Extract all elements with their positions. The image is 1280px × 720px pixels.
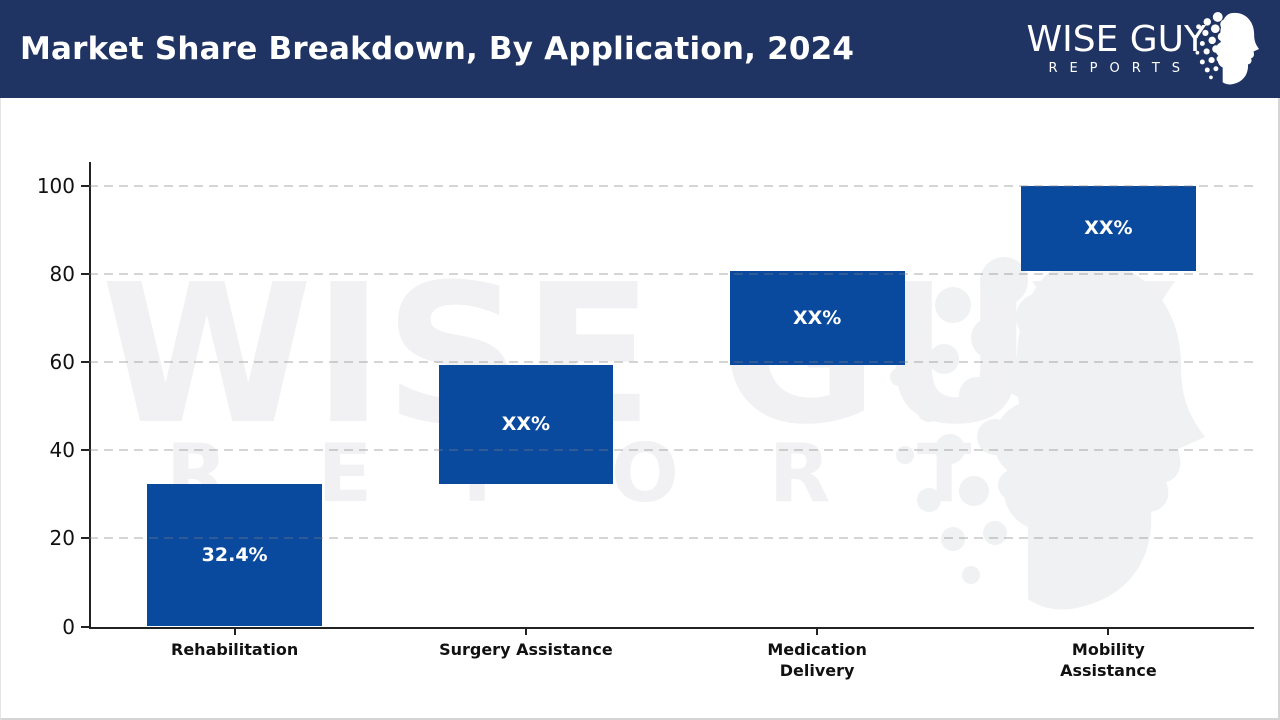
- chart-canvas: WISE GUY REPORTS 0 20 40 60 80 100 32.4% Rehabi…: [0, 98, 1280, 720]
- chart-area: 0 20 40 60 80 100 32.4% Rehabilitation XX% Surger…: [1, 98, 1278, 718]
- logo-subtext: REPORTS: [1048, 61, 1193, 76]
- x-tick-mark: [1107, 628, 1110, 635]
- x-axis-label-surgery-assistance: Surgery Assistance: [439, 640, 613, 659]
- brand-logo: WISE GUY REPORTS: [1027, 7, 1265, 91]
- gridline-20: [89, 537, 1254, 540]
- y-axis-tick-label: 40: [49, 438, 75, 463]
- gridline-40: [89, 449, 1254, 452]
- y-axis-tick-label: 80: [49, 262, 75, 287]
- x-axis-label-rehabilitation: Rehabilitation: [171, 640, 299, 659]
- logo-wordmark-block: WISE GUY REPORTS: [1026, 19, 1207, 77]
- gridline-60: [89, 361, 1254, 364]
- y-tick-mark-60: [81, 361, 89, 364]
- x-axis-line: [89, 626, 1254, 629]
- y-axis-tick-label: 20: [49, 526, 75, 551]
- x-axis-label-medication-delivery: Medication Delivery: [767, 640, 867, 680]
- bar-medication-delivery: XX%: [729, 270, 905, 365]
- page-title: Market Share Breakdown, By Application, …: [20, 31, 855, 67]
- header-bar: Market Share Breakdown, By Application, …: [0, 0, 1280, 98]
- bar-value-label: XX%: [501, 413, 551, 436]
- x-tick-mark: [816, 628, 819, 635]
- y-axis-tick-label: 100: [36, 174, 75, 198]
- logo-wordmark: WISE GUY: [1026, 19, 1207, 60]
- logo-head-icon: [1190, 7, 1264, 91]
- y-tick-mark-20: [81, 537, 89, 540]
- bar-surgery-assistance: XX%: [438, 364, 614, 484]
- bar-mobility-assistance: XX%: [1021, 186, 1196, 271]
- y-tick-mark-0: [81, 625, 89, 628]
- y-tick-mark-100: [81, 185, 89, 187]
- y-tick-mark-40: [81, 449, 89, 452]
- y-axis-tick-label: 0: [62, 614, 75, 639]
- y-axis-line: [89, 162, 91, 629]
- gridline-80: [89, 273, 1254, 276]
- bar-rehabilitation: 32.4%: [147, 483, 322, 627]
- x-tick-mark: [524, 628, 527, 635]
- bar-value-label: XX%: [792, 306, 842, 329]
- gridline-100: [89, 185, 1254, 187]
- y-tick-mark-80: [81, 273, 89, 276]
- x-axis-label-mobility-assistance: Mobility Assistance: [1060, 640, 1157, 680]
- x-tick-mark: [233, 628, 236, 635]
- bar-value-label: XX%: [1084, 217, 1133, 240]
- y-axis-tick-label: 60: [49, 350, 75, 375]
- bar-value-label: 32.4%: [201, 544, 268, 567]
